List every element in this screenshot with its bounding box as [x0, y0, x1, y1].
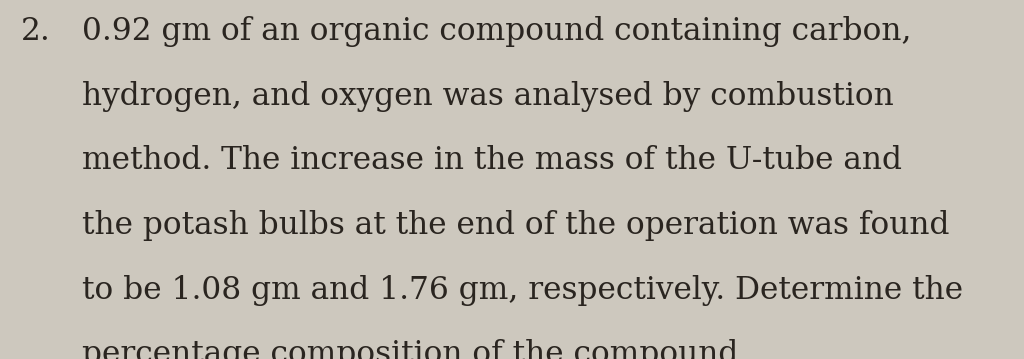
Text: method. The increase in the mass of the U-tube and: method. The increase in the mass of the … [82, 145, 902, 176]
Text: 0.92 gm of an organic compound containing carbon,: 0.92 gm of an organic compound containin… [82, 16, 911, 47]
Text: percentage composition of the compound.: percentage composition of the compound. [82, 339, 749, 359]
Text: 2.: 2. [20, 16, 50, 47]
Text: the potash bulbs at the end of the operation was found: the potash bulbs at the end of the opera… [82, 210, 949, 241]
Text: hydrogen, and oxygen was analysed by combustion: hydrogen, and oxygen was analysed by com… [82, 81, 894, 112]
Text: to be 1.08 gm and 1.76 gm, respectively. Determine the: to be 1.08 gm and 1.76 gm, respectively.… [82, 275, 963, 306]
